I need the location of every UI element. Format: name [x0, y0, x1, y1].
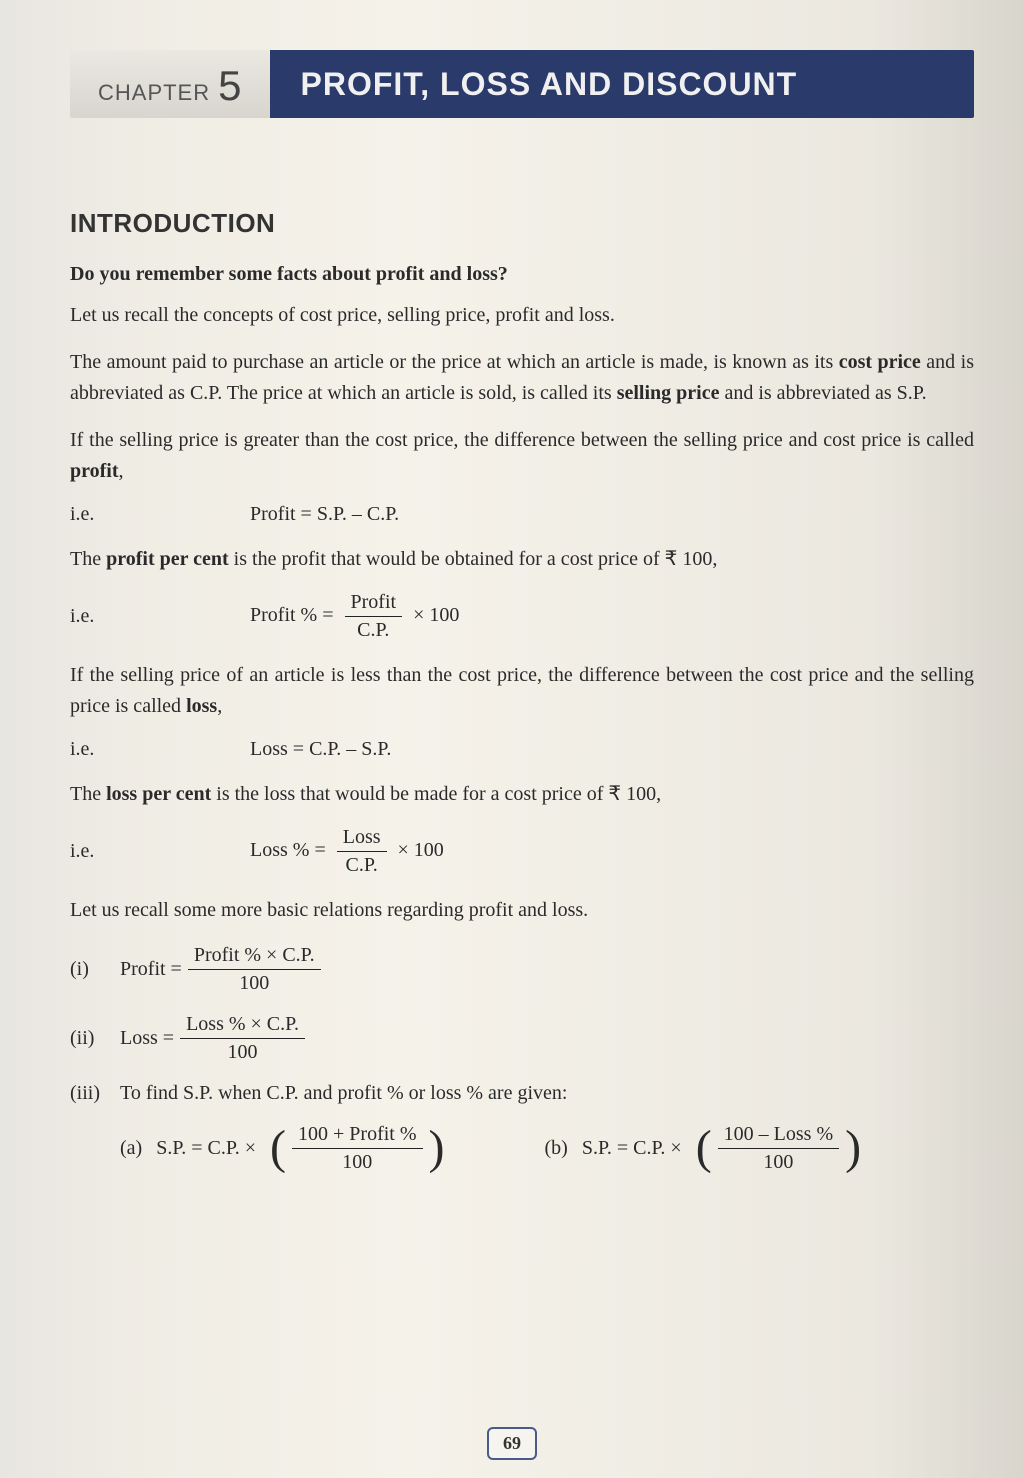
numerator: Loss % × C.P. [180, 1013, 305, 1039]
ie-label: i.e. [70, 605, 130, 628]
paren-open: ( [696, 1129, 712, 1167]
relations-list: (i) Profit = Profit % × C.P. 100 (ii) Lo… [70, 944, 974, 1174]
item-number: (a) [120, 1137, 142, 1160]
fraction: 100 – Loss % 100 [718, 1123, 839, 1174]
text: is the loss that would be made for a cos… [211, 783, 661, 805]
paren-fraction: ( 100 + Profit % 100 ) [270, 1123, 444, 1174]
formula-body: Loss % = Loss C.P. × 100 [130, 826, 974, 877]
term-selling-price: selling price [617, 382, 720, 404]
numerator: Profit % × C.P. [188, 944, 321, 970]
page-number: 69 [487, 1427, 537, 1460]
text: The amount paid to purchase an article o… [70, 351, 839, 373]
text: The [70, 783, 106, 805]
formula-body: Profit % = Profit C.P. × 100 [130, 591, 974, 642]
lhs: Loss % = [250, 839, 326, 861]
tail: × 100 [413, 604, 459, 626]
numerator: 100 + Profit % [292, 1123, 423, 1149]
denominator: 100 [188, 970, 321, 995]
text: To find S.P. when C.P. and profit % or l… [120, 1082, 567, 1105]
lhs: Profit % = [250, 604, 334, 626]
formula-loss-percent: i.e. Loss % = Loss C.P. × 100 [70, 826, 974, 877]
item-number: (ii) [70, 1027, 120, 1050]
term-loss-percent: loss per cent [106, 783, 211, 805]
formula-profit-percent: i.e. Profit % = Profit C.P. × 100 [70, 591, 974, 642]
relation-iii-subitems: (a) S.P. = C.P. × ( 100 + Profit % 100 )… [120, 1123, 974, 1174]
denominator: 100 [718, 1149, 839, 1174]
ie-label: i.e. [70, 503, 130, 526]
text: is the profit that would be obtained for… [229, 548, 718, 570]
denominator: C.P. [345, 617, 403, 642]
relation-iii-b: (b) S.P. = C.P. × ( 100 – Loss % 100 ) [545, 1123, 862, 1174]
lhs: Profit = [120, 958, 182, 981]
ie-label: i.e. [70, 738, 130, 761]
denominator: 100 [180, 1039, 305, 1064]
text: and is abbreviated as S.P. [719, 382, 926, 404]
chapter-number: 5 [218, 62, 242, 110]
text: The [70, 548, 106, 570]
relation-ii: (ii) Loss = Loss % × C.P. 100 [70, 1013, 974, 1064]
text: , [217, 695, 222, 717]
introduction-heading: INTRODUCTION [70, 208, 974, 239]
intro-question: Do you remember some facts about profit … [70, 263, 974, 286]
chapter-title: PROFIT, LOSS AND DISCOUNT [270, 50, 974, 118]
paragraph-profit-def: If the selling price is greater than the… [70, 425, 974, 487]
fraction: Loss C.P. [337, 826, 387, 877]
fraction: 100 + Profit % 100 [292, 1123, 423, 1174]
chapter-tab: CHAPTER 5 [70, 50, 270, 118]
term-loss: loss [186, 695, 217, 717]
tail: × 100 [398, 839, 444, 861]
ie-label: i.e. [70, 840, 130, 863]
paragraph-cost-price: The amount paid to purchase an article o… [70, 347, 974, 409]
formula-loss: i.e. Loss = C.P. – S.P. [70, 738, 974, 761]
chapter-label: CHAPTER [98, 80, 210, 106]
formula-text: Loss = C.P. – S.P. [130, 738, 974, 761]
relation-iii: (iii) To find S.P. when C.P. and profit … [70, 1082, 974, 1105]
denominator: 100 [292, 1149, 423, 1174]
term-cost-price: cost price [839, 351, 921, 373]
term-profit: profit [70, 460, 119, 482]
paren-close: ) [429, 1129, 445, 1167]
paragraph-recall: Let us recall the concepts of cost price… [70, 300, 974, 331]
text: If the selling price is greater than the… [70, 429, 974, 451]
formula-text: Profit = S.P. – C.P. [130, 503, 974, 526]
fraction: Profit C.P. [345, 591, 403, 642]
numerator: Profit [345, 591, 403, 617]
lhs: S.P. = C.P. × [156, 1137, 256, 1160]
item-number: (b) [545, 1137, 568, 1160]
paragraph-loss-def: If the selling price of an article is le… [70, 660, 974, 722]
denominator: C.P. [337, 852, 387, 877]
relation-iii-a: (a) S.P. = C.P. × ( 100 + Profit % 100 ) [120, 1123, 445, 1174]
term-profit-percent: profit per cent [106, 548, 229, 570]
text: , [119, 460, 124, 482]
paragraph-relations: Let us recall some more basic relations … [70, 895, 974, 926]
item-number: (iii) [70, 1082, 120, 1105]
fraction: Profit % × C.P. 100 [188, 944, 321, 995]
paragraph-loss-percent: The loss per cent is the loss that would… [70, 779, 974, 810]
paragraph-profit-percent: The profit per cent is the profit that w… [70, 544, 974, 575]
paren-close: ) [845, 1129, 861, 1167]
numerator: 100 – Loss % [718, 1123, 839, 1149]
lhs: S.P. = C.P. × [582, 1137, 682, 1160]
item-number: (i) [70, 958, 120, 981]
relation-i: (i) Profit = Profit % × C.P. 100 [70, 944, 974, 995]
lhs: Loss = [120, 1027, 174, 1050]
paren-fraction: ( 100 – Loss % 100 ) [696, 1123, 861, 1174]
formula-profit: i.e. Profit = S.P. – C.P. [70, 503, 974, 526]
chapter-header: CHAPTER 5 PROFIT, LOSS AND DISCOUNT [70, 50, 974, 118]
fraction: Loss % × C.P. 100 [180, 1013, 305, 1064]
numerator: Loss [337, 826, 387, 852]
paren-open: ( [270, 1129, 286, 1167]
